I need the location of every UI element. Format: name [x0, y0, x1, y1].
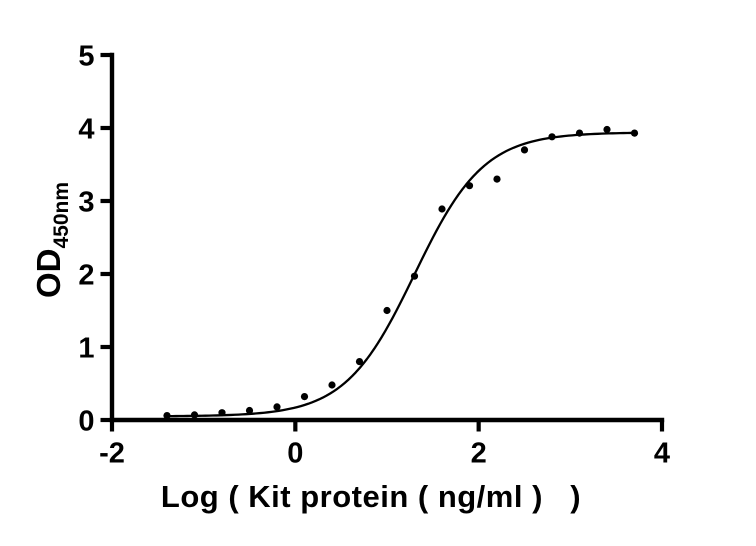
data-point: [465, 182, 474, 190]
x-axis-tick-label: -2: [99, 438, 125, 470]
data-point: [328, 381, 336, 389]
y-axis-title: OD450nm: [30, 182, 74, 298]
x-axis-tick-label: 4: [654, 438, 670, 470]
data-point: [163, 412, 171, 420]
data-point: [520, 146, 529, 154]
y-axis-tick-label: 0: [78, 406, 94, 438]
x-axis-title: Log ( Kit protein ( ng/ml ) ): [160, 479, 582, 514]
y-axis-tick-label: 1: [78, 333, 94, 365]
data-point: [438, 205, 446, 213]
data-point: [548, 133, 556, 141]
y-axis-tick-label: 5: [78, 41, 94, 73]
data-point: [300, 393, 309, 401]
y-axis-tick-label: 4: [78, 114, 94, 146]
data-point: [383, 306, 391, 315]
data-point: [410, 272, 419, 280]
y-axis-tick-label: 3: [78, 187, 94, 219]
data-point: [273, 403, 281, 411]
data-point: [630, 129, 639, 137]
data-point: [575, 129, 584, 137]
data-point: [603, 125, 611, 134]
data-point: [218, 409, 226, 417]
x-axis-tick-label: 0: [287, 438, 303, 470]
data-point: [493, 175, 501, 183]
fit-curve: [164, 131, 636, 418]
y-axis-tick-label: 2: [78, 260, 94, 292]
data-point: [355, 358, 364, 366]
data-point: [190, 411, 199, 419]
y-axis-title-main: OD: [30, 248, 67, 299]
data-point: [245, 406, 254, 415]
y-axis-title-subscript: 450nm: [50, 181, 73, 249]
x-axis-tick-label: 2: [471, 438, 487, 470]
